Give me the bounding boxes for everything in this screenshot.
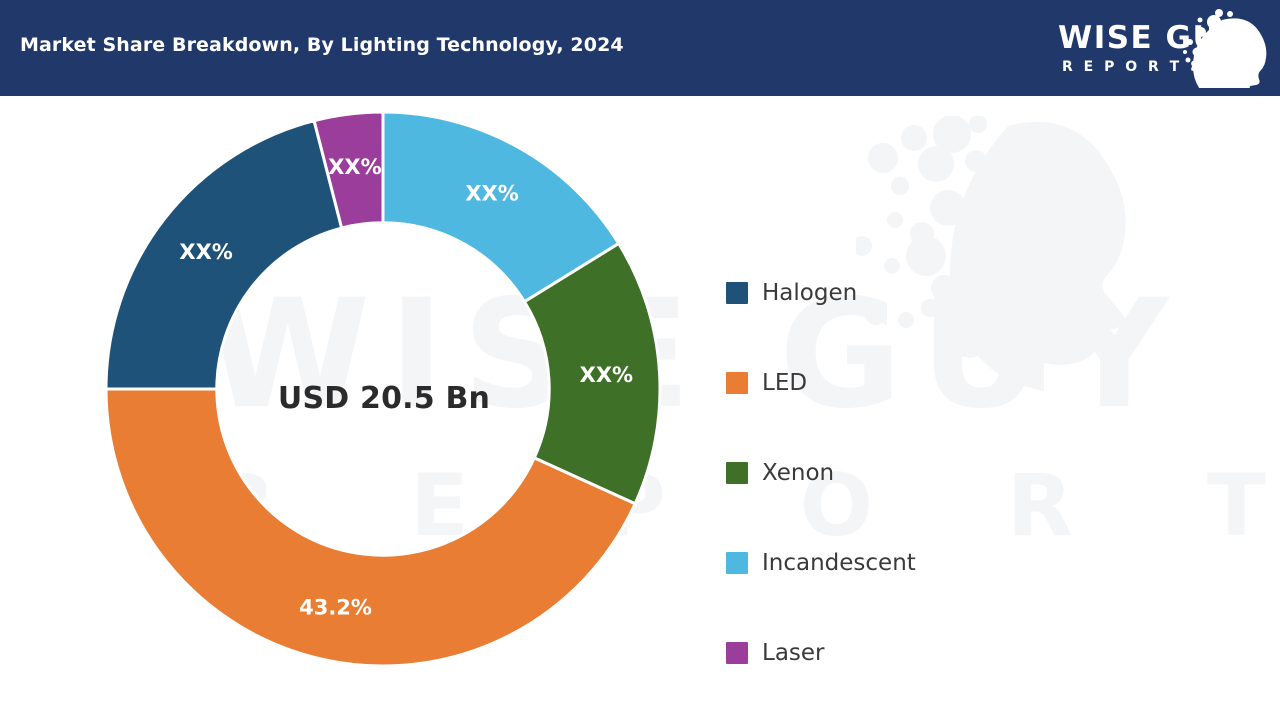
legend-label-incandescent: Incandescent	[762, 550, 916, 576]
donut-chart: XX% XX% 43.2% XX% XX%	[104, 110, 662, 668]
slice-label-halogen: XX%	[179, 240, 232, 264]
donut-center-value: USD 20.5 Bn	[277, 381, 491, 416]
legend-label-laser: Laser	[762, 640, 825, 666]
legend-label-led: LED	[762, 370, 808, 396]
head-profile-icon	[1183, 9, 1267, 88]
legend-item-halogen[interactable]: Halogen	[726, 248, 1126, 338]
slice-label-laser: XX%	[328, 155, 381, 179]
wise-guy-reports-logo: WISE GUY R E P O R T S	[1058, 9, 1267, 88]
donut-slice-laser[interactable]	[312, 110, 385, 230]
donut-slice-halogen[interactable]	[104, 118, 344, 391]
header-bar: Market Share Breakdown, By Lighting Tech…	[0, 0, 1280, 96]
legend-swatch-led	[726, 372, 748, 394]
watermark-head-profile-icon	[856, 116, 1127, 391]
legend-swatch-xenon	[726, 462, 748, 484]
chart-canvas: WISE GUY R E P O R T S	[0, 96, 1280, 720]
donut-slice-incandescent[interactable]	[381, 110, 621, 304]
legend-item-laser[interactable]: Laser	[726, 608, 1126, 698]
legend-item-led[interactable]: LED	[726, 338, 1126, 428]
legend-label-halogen: Halogen	[762, 280, 858, 306]
legend-swatch-laser	[726, 642, 748, 664]
page-title: Market Share Breakdown, By Lighting Tech…	[20, 34, 624, 56]
legend-swatch-halogen	[726, 282, 748, 304]
chart-legend: Halogen LED Xenon Incandescent Laser	[726, 248, 1126, 698]
donut-slices	[104, 110, 662, 668]
slice-label-led: 43.2%	[299, 596, 372, 620]
legend-item-incandescent[interactable]: Incandescent	[726, 518, 1126, 608]
legend-item-xenon[interactable]: Xenon	[726, 428, 1126, 518]
legend-swatch-incandescent	[726, 552, 748, 574]
slice-label-xenon: XX%	[580, 363, 633, 387]
legend-label-xenon: Xenon	[762, 460, 835, 486]
donut-slice-labels: XX% XX% 43.2% XX% XX%	[179, 155, 633, 620]
donut-slice-led[interactable]	[104, 387, 638, 668]
slice-label-incandescent: XX%	[465, 182, 518, 206]
logo-text-secondary: R E P O R T S	[1062, 59, 1203, 75]
